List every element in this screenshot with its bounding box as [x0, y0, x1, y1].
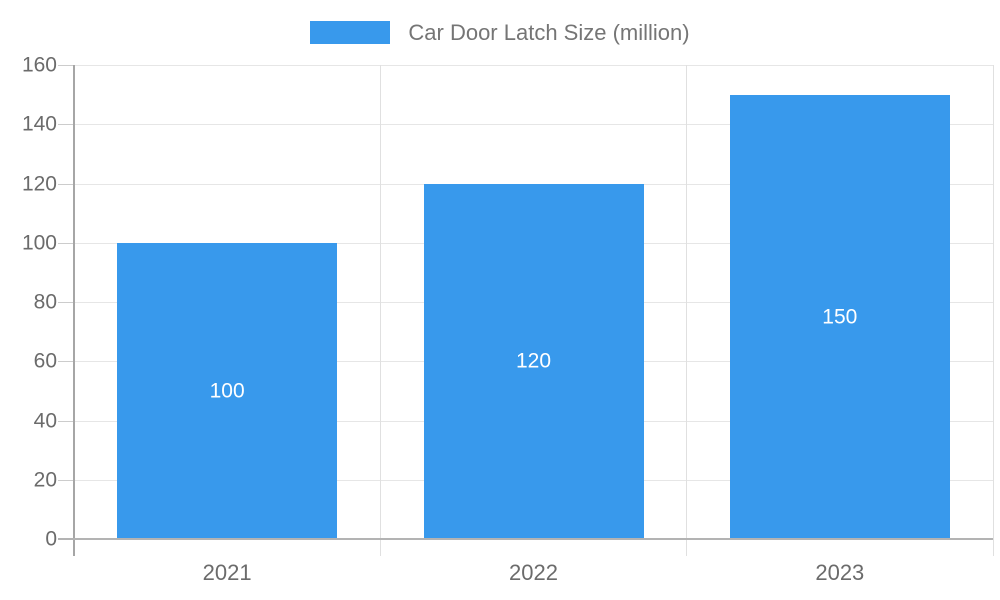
y-axis-label: 80	[33, 290, 57, 314]
category-separator	[379, 65, 381, 556]
y-axis-tick	[58, 479, 74, 481]
plot-area: 0 20 40 60 80 100 120 140 160 100 2021 120 2022 150 20…	[22, 55, 994, 584]
x-axis-label: 2021	[202, 560, 252, 585]
y-axis-tick	[58, 242, 74, 244]
gridline	[74, 124, 993, 126]
y-axis-label: 40	[33, 409, 57, 432]
y-axis-label: 60	[33, 349, 57, 373]
y-axis-tick	[58, 65, 74, 66]
category-separator	[992, 65, 994, 556]
legend-label: Car Door Latch Size (million)	[408, 19, 690, 45]
x-axis-label: 2023	[815, 560, 865, 585]
bar-value-label: 150	[822, 305, 858, 329]
category-separator	[686, 65, 688, 556]
y-axis-tick	[58, 420, 74, 422]
y-axis-label: 20	[33, 468, 57, 492]
y-axis-label: 160	[21, 53, 57, 77]
legend-swatch	[310, 21, 391, 44]
y-axis-label: 0	[45, 527, 57, 551]
y-axis-tick	[58, 361, 74, 363]
chart-legend: Car Door Latch Size (million)	[0, 21, 1000, 44]
y-axis-label: 100	[21, 231, 57, 255]
bar[interactable]: 150	[729, 94, 950, 539]
bar-value-label: 100	[209, 379, 245, 403]
bar[interactable]: 120	[423, 183, 644, 539]
gridline	[74, 65, 993, 66]
x-axis-label: 2022	[509, 560, 558, 585]
bar[interactable]: 100	[117, 242, 338, 539]
bar-value-label: 120	[515, 349, 552, 373]
y-axis-label: 140	[21, 112, 57, 136]
x-axis-baseline	[58, 538, 993, 540]
y-axis-label: 120	[21, 172, 57, 195]
y-axis-tick	[58, 124, 74, 126]
y-axis-tick	[58, 183, 74, 185]
y-axis-line	[73, 65, 75, 556]
y-axis-tick	[58, 302, 74, 303]
